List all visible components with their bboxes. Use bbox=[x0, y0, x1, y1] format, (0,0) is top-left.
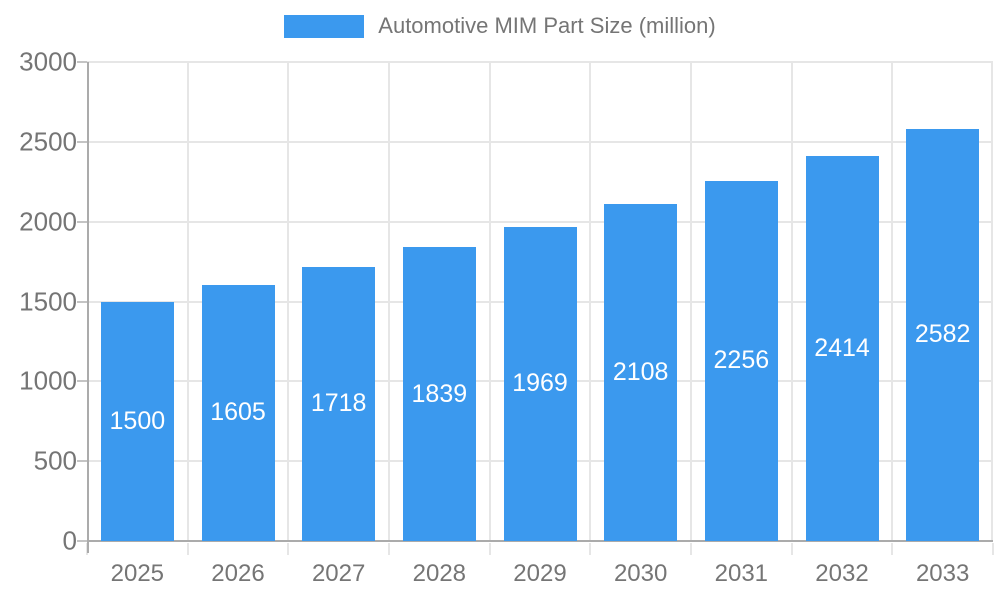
legend-label: Automotive MIM Part Size (million) bbox=[378, 13, 716, 38]
y-axis-tick bbox=[77, 300, 87, 303]
y-axis-label: 500 bbox=[33, 445, 77, 476]
plot-area: 0 500 1000 1500 2000 2500 3000 1500 2025 1605 2026… bbox=[19, 47, 994, 587]
chart-legend[interactable]: Automotive MIM Part Size (million) bbox=[0, 13, 1000, 39]
y-axis-tick bbox=[77, 61, 87, 63]
gridline-horizontal bbox=[87, 61, 993, 63]
x-axis-label: 2030 bbox=[613, 560, 668, 587]
gridline-vertical bbox=[187, 62, 189, 541]
y-axis-tick bbox=[77, 460, 87, 463]
y-axis-label: 2000 bbox=[19, 206, 77, 237]
y-axis-label: 0 bbox=[62, 525, 77, 556]
bar-value-label: 1718 bbox=[310, 389, 367, 418]
bar-value-label: 1605 bbox=[210, 398, 266, 427]
legend-swatch bbox=[284, 14, 365, 38]
x-axis-label: 2031 bbox=[714, 560, 769, 587]
bar[interactable]: 1839 bbox=[402, 247, 476, 541]
y-axis-label: 2500 bbox=[19, 126, 77, 157]
y-axis-tick bbox=[77, 220, 87, 223]
bar[interactable]: 1718 bbox=[302, 266, 376, 541]
x-axis-tick bbox=[287, 543, 289, 555]
bar-value-label: 2256 bbox=[713, 346, 770, 375]
y-axis-label: 1000 bbox=[19, 365, 77, 396]
y-axis-tick bbox=[77, 380, 87, 383]
y-axis-tick bbox=[77, 540, 87, 542]
y-axis-tick bbox=[77, 140, 87, 143]
bar[interactable]: 2414 bbox=[805, 155, 879, 541]
x-axis-label: 2025 bbox=[110, 560, 165, 587]
x-axis-label: 2028 bbox=[412, 560, 467, 587]
bar-value-label: 1969 bbox=[512, 369, 568, 398]
bar-value-label: 1500 bbox=[109, 406, 166, 435]
x-axis-tick bbox=[791, 543, 793, 555]
gridline-vertical bbox=[891, 62, 893, 541]
x-axis-label: 2033 bbox=[915, 560, 970, 587]
gridline-vertical bbox=[991, 62, 993, 541]
bar[interactable]: 2582 bbox=[906, 128, 980, 541]
x-axis-tick bbox=[690, 543, 692, 555]
bar-value-label: 2414 bbox=[814, 333, 870, 362]
x-axis-line bbox=[87, 540, 993, 542]
x-axis-tick bbox=[489, 543, 491, 555]
gridline-vertical bbox=[589, 62, 591, 541]
bar-value-label: 2582 bbox=[914, 320, 971, 349]
bar[interactable]: 1969 bbox=[503, 226, 577, 541]
bar-value-label: 1839 bbox=[411, 379, 468, 408]
y-axis-label: 1500 bbox=[19, 286, 77, 316]
gridline-vertical bbox=[791, 62, 793, 541]
x-axis-label: 2032 bbox=[815, 560, 869, 587]
gridline-vertical bbox=[287, 62, 289, 541]
bar[interactable]: 1605 bbox=[201, 284, 275, 541]
bar-value-label: 2108 bbox=[612, 358, 669, 387]
x-axis-tick bbox=[187, 543, 189, 555]
x-axis-tick bbox=[992, 543, 994, 555]
x-axis-label: 2029 bbox=[513, 560, 567, 587]
gridline-vertical bbox=[690, 62, 692, 541]
gridline-vertical bbox=[489, 62, 491, 541]
bar[interactable]: 1500 bbox=[100, 301, 174, 541]
x-axis-tick bbox=[589, 543, 591, 555]
x-axis-label: 2026 bbox=[211, 560, 265, 587]
bar[interactable]: 2256 bbox=[704, 180, 778, 541]
x-axis-tick bbox=[891, 543, 893, 555]
y-axis-line bbox=[87, 62, 89, 553]
bar[interactable]: 2108 bbox=[604, 204, 678, 541]
x-axis-tick bbox=[388, 543, 390, 555]
gridline-vertical bbox=[388, 62, 390, 541]
gridline-horizontal bbox=[87, 220, 993, 223]
x-axis-label: 2027 bbox=[311, 560, 366, 587]
y-axis-label: 3000 bbox=[19, 46, 77, 77]
gridline-horizontal bbox=[87, 140, 993, 143]
